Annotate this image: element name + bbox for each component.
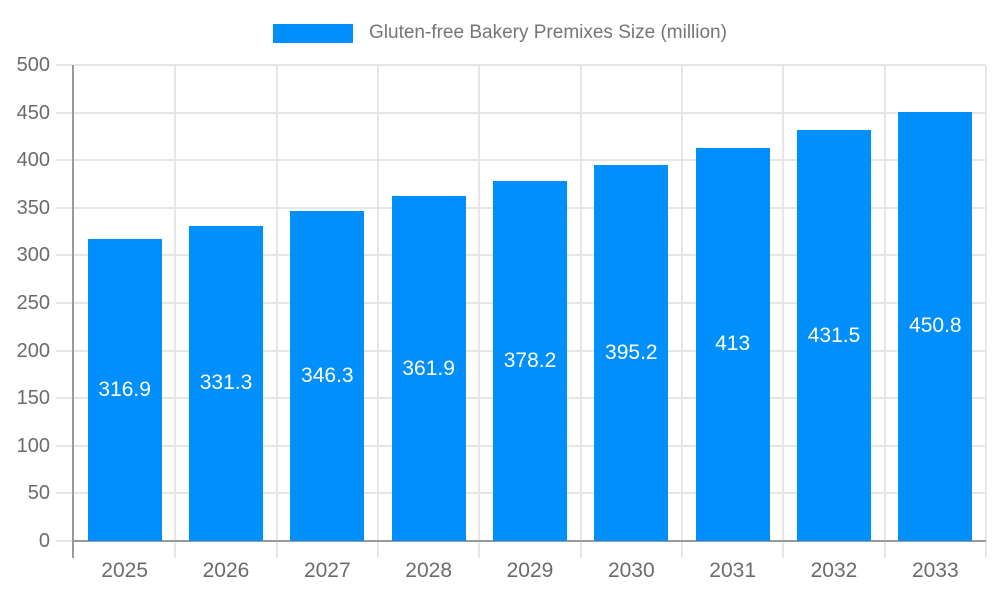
gridline-v (174, 65, 177, 541)
x-axis-tick (579, 541, 582, 558)
y-axis-label: 0 (38, 530, 50, 552)
y-axis-label: 400 (16, 149, 50, 172)
x-axis-label: 2026 (202, 559, 250, 582)
gridline-v (985, 65, 987, 541)
y-axis-tick (56, 64, 73, 66)
x-axis-tick (478, 541, 481, 558)
x-axis-tick (681, 541, 683, 558)
bar: 413 (695, 147, 770, 541)
legend-item[interactable]: Gluten-free Bakery Premixes Size (millio… (0, 22, 1000, 44)
y-axis-label: 200 (16, 339, 50, 362)
x-axis-tick (174, 541, 177, 558)
y-axis-label: 250 (16, 292, 50, 314)
bar: 395.2 (594, 164, 669, 541)
bar-value-label: 346.3 (301, 364, 354, 388)
y-axis-tick (56, 254, 73, 257)
x-axis-tick (985, 541, 987, 558)
x-axis-label: 2028 (405, 559, 453, 582)
y-axis-tick (56, 159, 73, 162)
gridline-h (74, 159, 986, 162)
x-axis-label: 2033 (911, 559, 959, 582)
y-axis-label: 350 (16, 196, 50, 219)
bar-value-label: 413 (715, 332, 751, 356)
y-axis-label: 50 (27, 482, 50, 505)
y-axis-tick (56, 206, 73, 209)
bar: 346.3 (290, 211, 365, 541)
bar: 316.9 (87, 239, 162, 541)
gridline-h (74, 64, 986, 66)
bar: 431.5 (797, 130, 871, 541)
gridline-v (782, 65, 785, 541)
bar: 450.8 (898, 111, 973, 541)
y-axis-label: 500 (16, 54, 50, 76)
bar: 331.3 (189, 225, 263, 541)
x-axis-line (72, 540, 986, 542)
y-axis-tick (56, 444, 73, 447)
x-axis-tick (883, 541, 886, 558)
bar: 361.9 (391, 196, 466, 541)
y-axis-tick (56, 492, 73, 495)
x-axis-label: 2025 (101, 559, 149, 582)
bar-value-label: 361.9 (402, 356, 455, 380)
gridline-h (74, 111, 986, 114)
legend-label: Gluten-free Bakery Premixes Size (millio… (369, 22, 727, 43)
gridline-v (883, 65, 886, 541)
gridline-v (681, 65, 683, 541)
bar-value-label: 378.2 (503, 348, 557, 372)
bar-value-label: 316.9 (98, 378, 151, 402)
bar-value-label: 431.5 (807, 323, 861, 347)
x-axis-label: 2029 (506, 559, 554, 582)
y-axis-label: 150 (16, 387, 50, 410)
bar-value-label: 331.3 (199, 371, 253, 395)
x-axis-tick (275, 541, 278, 558)
x-axis-label: 2030 (607, 559, 655, 582)
bar: 378.2 (493, 180, 567, 541)
x-axis-tick (782, 541, 785, 558)
gridline-v (275, 65, 278, 541)
y-axis-tick (56, 540, 73, 542)
gridline-v (478, 65, 481, 541)
gridline-v (579, 65, 582, 541)
y-axis-tick (56, 397, 73, 400)
y-axis-label: 450 (16, 101, 50, 124)
bar-value-label: 450.8 (909, 314, 962, 338)
legend-swatch (273, 23, 354, 43)
y-axis-line (72, 65, 74, 558)
gridline-v (377, 65, 379, 541)
y-axis-tick (56, 111, 73, 114)
y-axis-label: 300 (16, 244, 50, 267)
y-axis-tick (56, 302, 73, 304)
y-axis-label: 100 (16, 434, 50, 457)
x-axis-label: 2032 (810, 559, 858, 582)
x-axis-label: 2031 (709, 559, 757, 582)
x-axis-tick (377, 541, 379, 558)
x-axis-label: 2027 (303, 559, 351, 582)
y-axis-tick (56, 349, 73, 352)
bar-value-label: 395.2 (605, 340, 658, 364)
